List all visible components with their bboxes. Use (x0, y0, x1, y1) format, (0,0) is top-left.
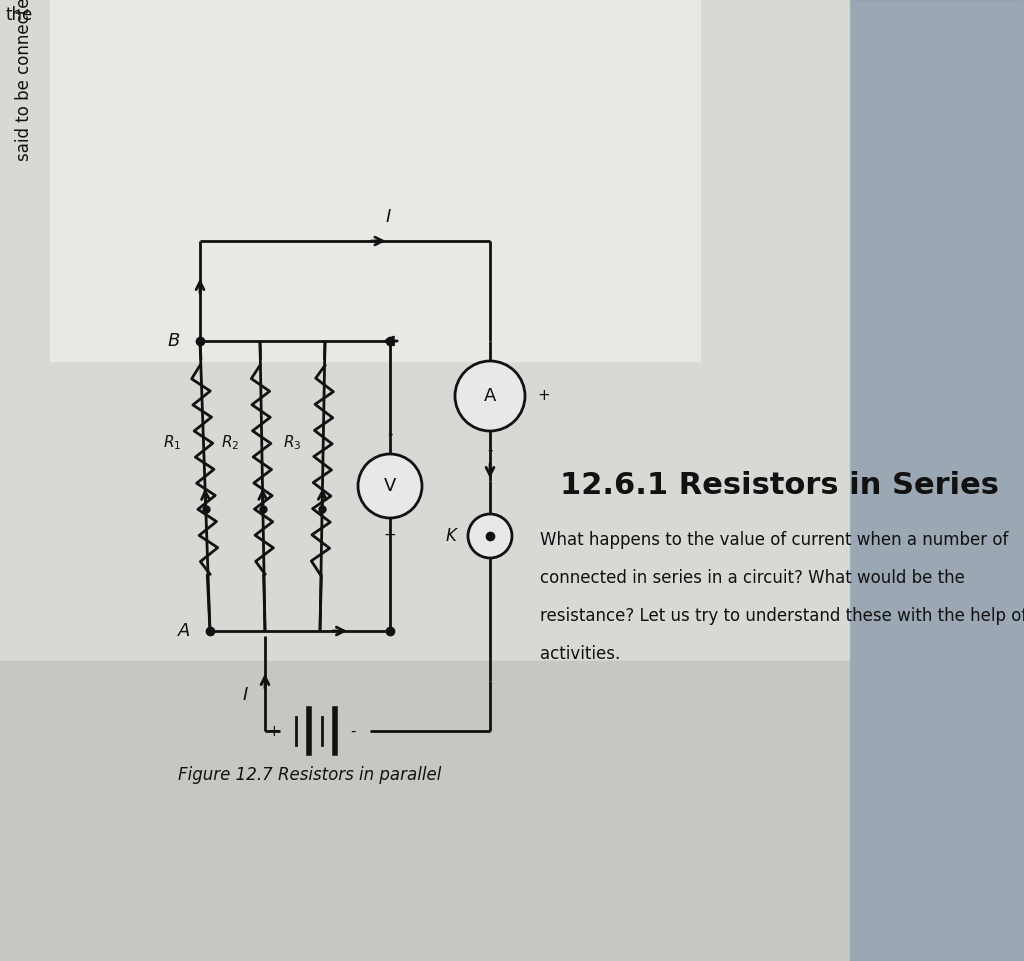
Text: I: I (243, 686, 248, 704)
Text: -: - (350, 724, 355, 738)
Text: resistance? Let us try to understand these with the help of: resistance? Let us try to understand the… (540, 607, 1024, 625)
Text: $R_3$: $R_3$ (283, 433, 301, 452)
Circle shape (358, 454, 422, 518)
Text: activities.: activities. (540, 645, 621, 663)
Text: +: + (537, 388, 550, 404)
Text: V: V (384, 477, 396, 495)
Text: +: + (267, 724, 280, 738)
Text: A: A (483, 387, 497, 405)
Text: $R_1$: $R_1$ (163, 433, 181, 452)
Text: connected in series in a circuit? What would be the: connected in series in a circuit? What w… (540, 569, 965, 587)
Text: K: K (445, 527, 456, 545)
Circle shape (468, 514, 512, 558)
Text: -: - (387, 427, 393, 442)
Text: the: the (5, 6, 32, 24)
Text: -: - (487, 443, 493, 458)
Text: I: I (386, 208, 391, 226)
Text: B: B (168, 332, 180, 350)
Bar (850, 0, 1024, 961)
Bar (0, 661, 850, 961)
Text: What happens to the value of current when a number of: What happens to the value of current whe… (540, 531, 1009, 549)
Bar (50, 0, 700, 361)
Text: Figure 12.7 Resistors in parallel: Figure 12.7 Resistors in parallel (178, 766, 441, 784)
Text: $R_2$: $R_2$ (221, 433, 240, 452)
Bar (0, 0, 850, 661)
Text: 12.6.1 Resistors in Series: 12.6.1 Resistors in Series (560, 471, 999, 500)
Circle shape (455, 361, 525, 431)
Text: A: A (177, 622, 190, 640)
Text: said to be connected in parallel.: said to be connected in parallel. (15, 0, 33, 161)
Text: +: + (384, 528, 396, 543)
